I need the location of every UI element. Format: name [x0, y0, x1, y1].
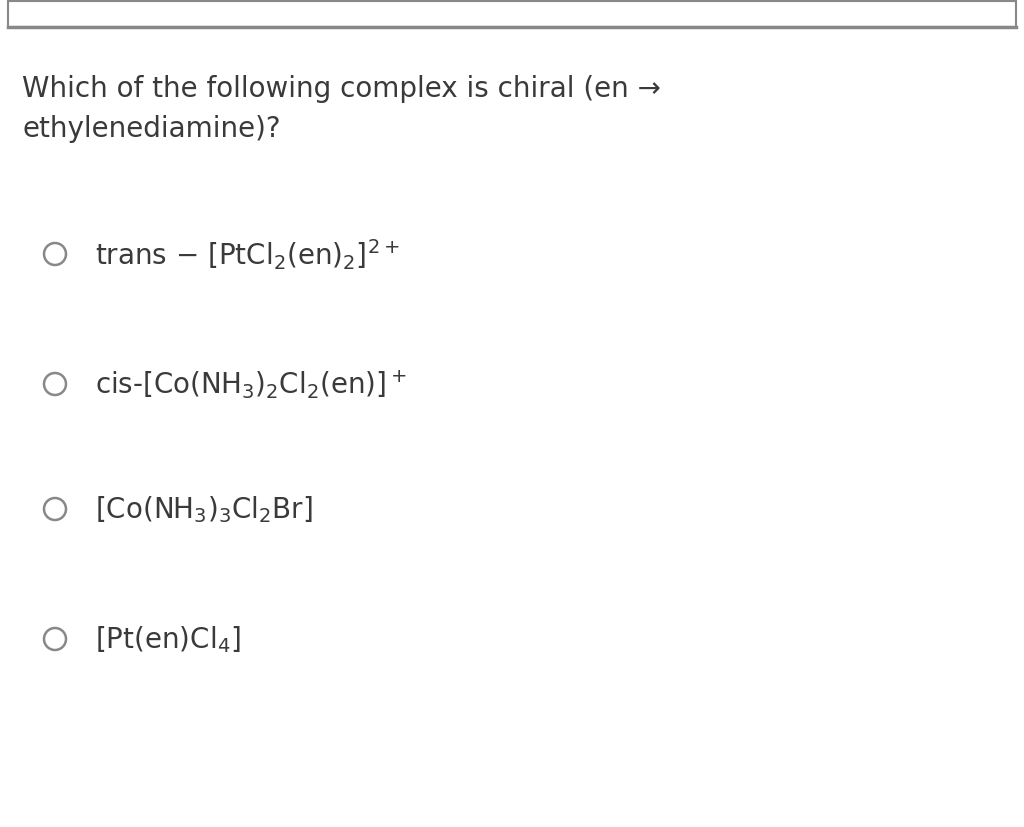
- Text: cis-[Co(NH$_3$)$_2$Cl$_2$(en)]$^+$: cis-[Co(NH$_3$)$_2$Cl$_2$(en)]$^+$: [95, 368, 407, 401]
- Text: ethylenediamine)?: ethylenediamine)?: [22, 115, 281, 143]
- Text: trans $-$ [PtCl$_2$(en)$_2$]$^{2+}$: trans $-$ [PtCl$_2$(en)$_2$]$^{2+}$: [95, 237, 399, 272]
- Bar: [8, 2, 1016, 28]
- Text: [Pt(en)Cl$_4$]: [Pt(en)Cl$_4$]: [95, 624, 241, 655]
- Text: Which of the following complex is chiral (en →: Which of the following complex is chiral…: [22, 75, 660, 103]
- Text: [Co(NH$_3$)$_3$Cl$_2$Br]: [Co(NH$_3$)$_3$Cl$_2$Br]: [95, 494, 312, 525]
